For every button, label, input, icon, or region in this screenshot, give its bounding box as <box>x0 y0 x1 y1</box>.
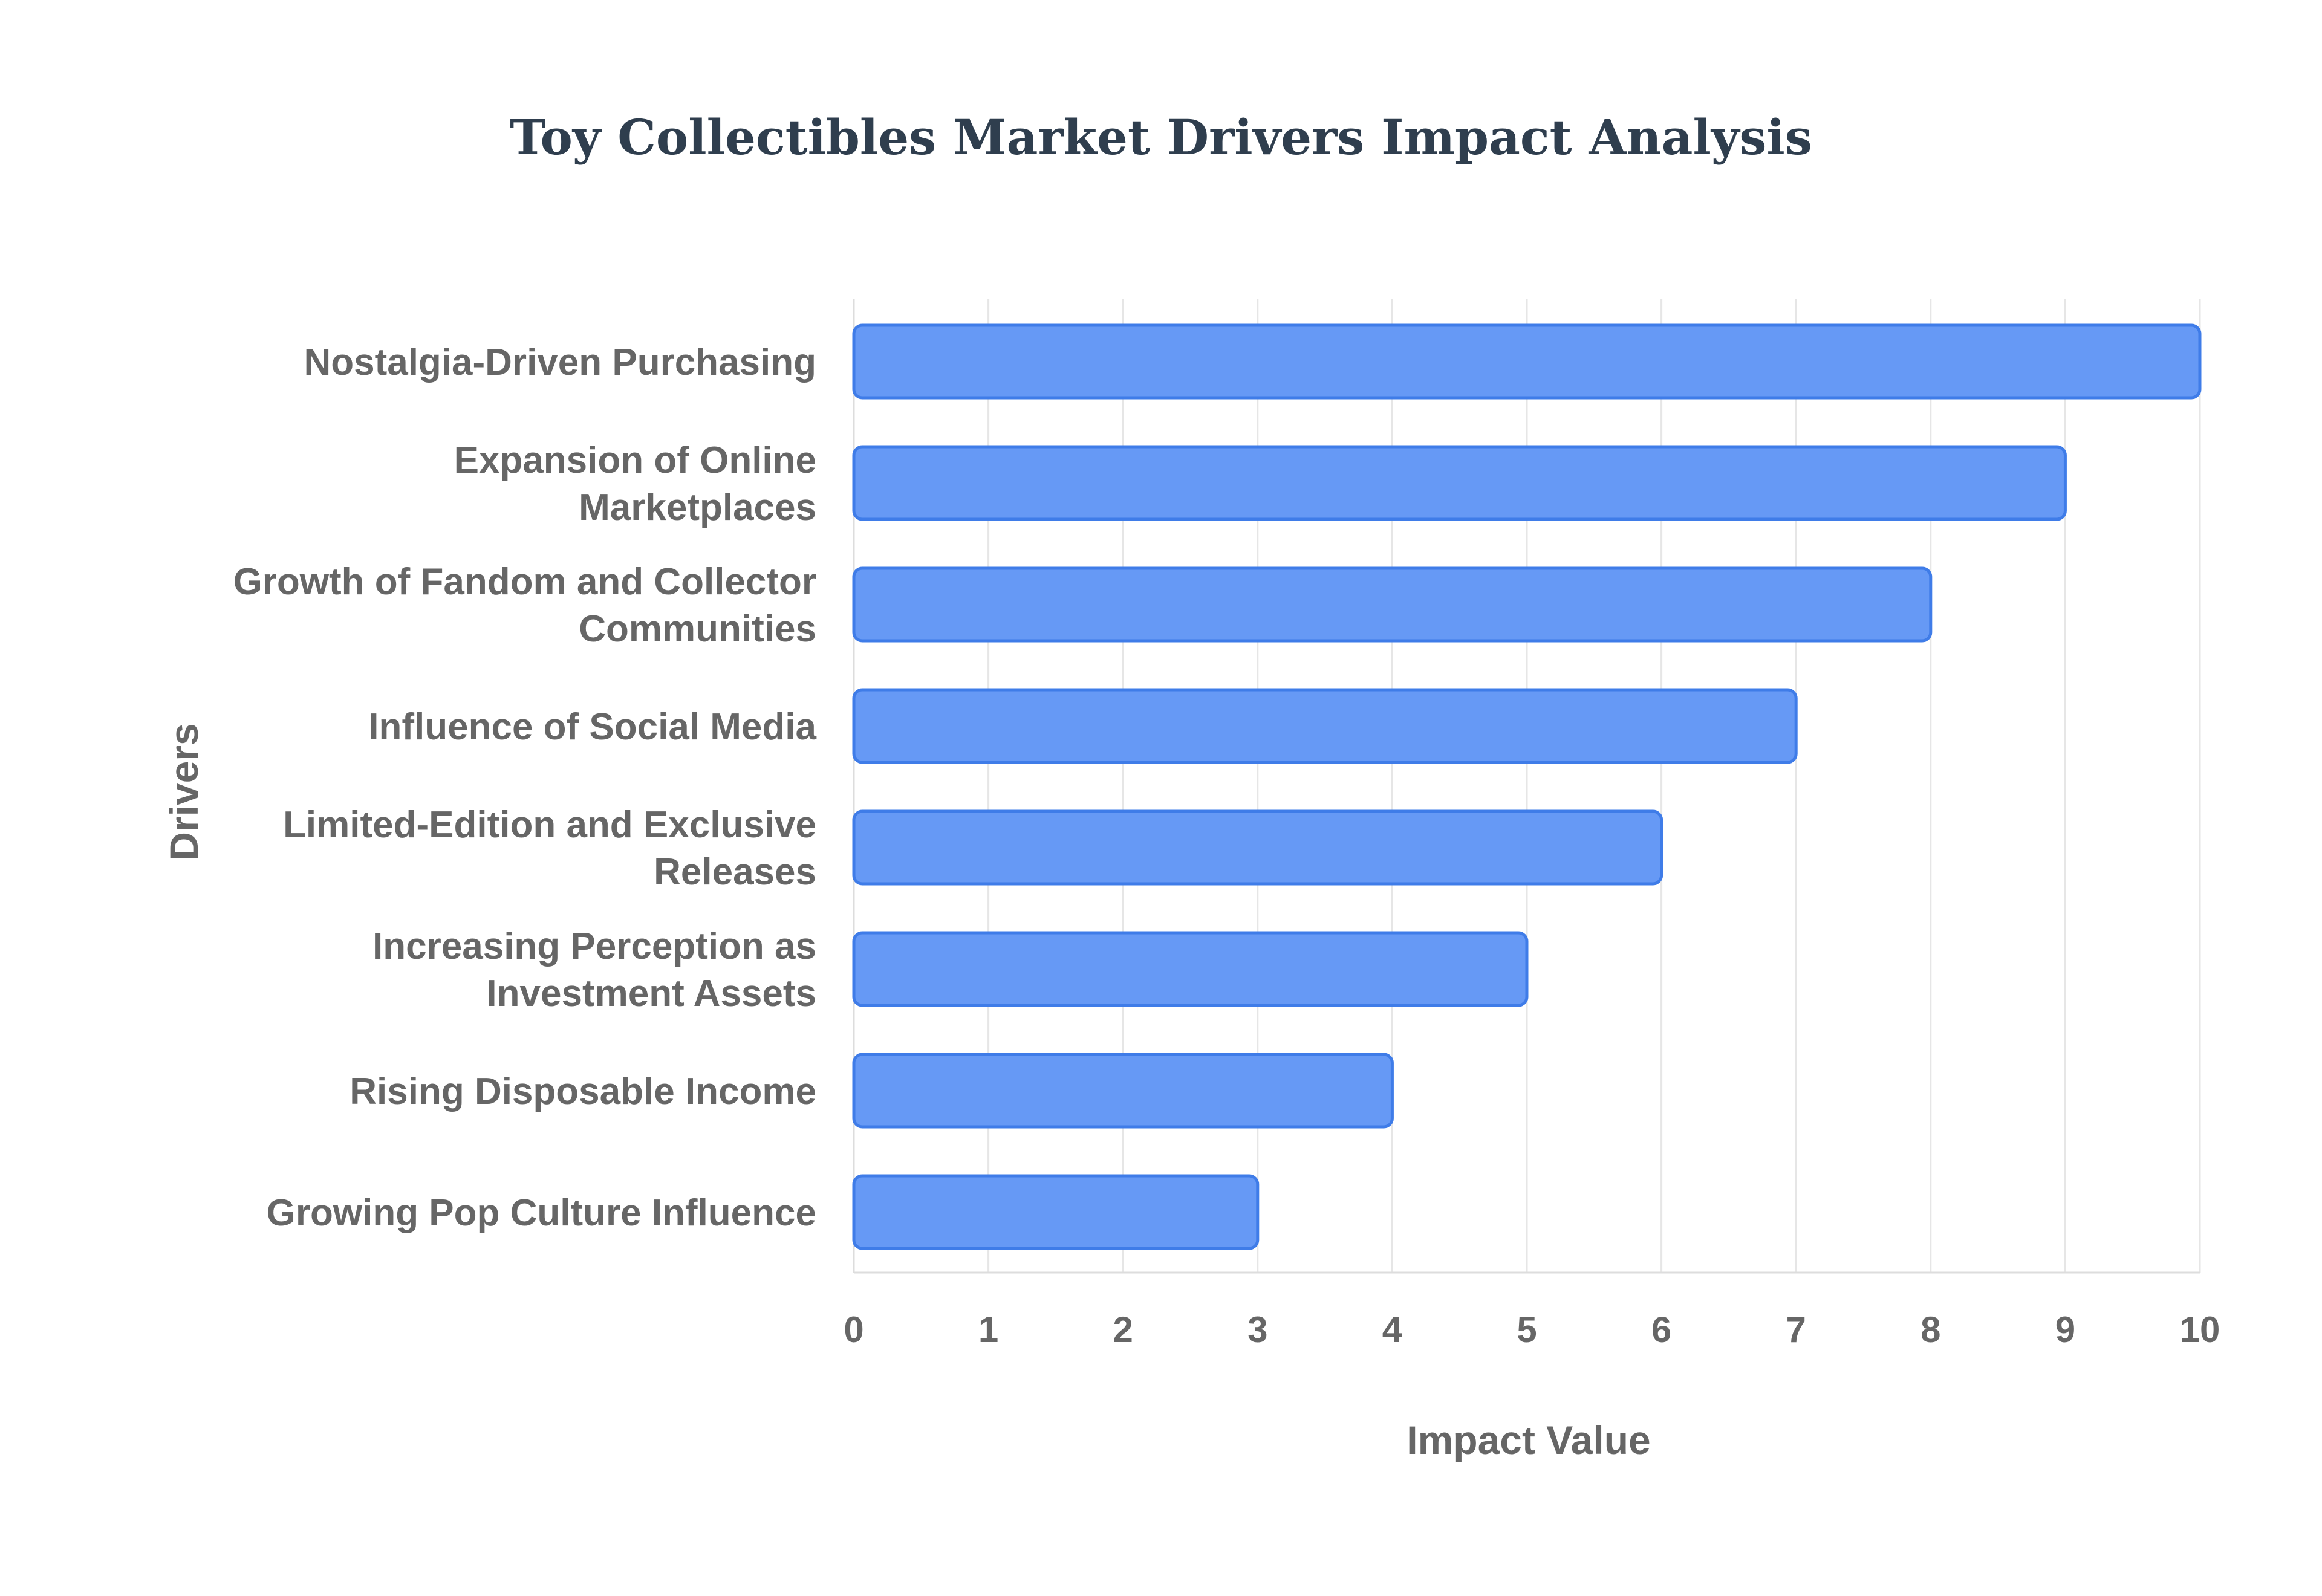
bars <box>852 323 2202 1250</box>
category-label: Growing Pop Culture Influence <box>267 1192 816 1234</box>
x-tick-label: 5 <box>1517 1309 1537 1350</box>
category-label: Growth of Fandom and Collector Communitie… <box>233 561 816 650</box>
x-tick-label: 9 <box>2055 1309 2075 1350</box>
bar <box>852 566 1933 643</box>
category-label: Rising Disposable Income <box>350 1071 816 1112</box>
bar <box>852 1053 1394 1129</box>
x-tick-label: 4 <box>1382 1309 1403 1350</box>
chart-title: Toy Collectibles Market Drivers Impact A… <box>510 109 1812 166</box>
category-label: Increasing Perception as Investment Asset… <box>372 926 816 1014</box>
y-axis-title: Drivers <box>161 723 206 861</box>
x-tick-label: 6 <box>1651 1309 1671 1350</box>
category-label: Influence of Social Media <box>368 706 816 748</box>
category-label: Limited-Edition and Exclusive Releases <box>283 804 816 893</box>
x-axis-title: Impact Value <box>1407 1418 1651 1462</box>
x-tick-label: 10 <box>2180 1309 2220 1350</box>
category-label: Nostalgia-Driven Purchasing <box>304 342 816 383</box>
bar <box>852 809 1663 886</box>
bar <box>852 445 2067 521</box>
bar <box>852 931 1529 1007</box>
bar <box>852 1174 1260 1250</box>
x-tick-labels: 0 1 2 3 4 5 6 7 8 9 10 <box>844 1309 2220 1350</box>
x-tick-label: 7 <box>1786 1309 1806 1350</box>
x-tick-label: 8 <box>1920 1309 1940 1350</box>
x-tick-label: 1 <box>978 1309 998 1350</box>
bar <box>852 688 1798 764</box>
bar <box>852 323 2202 400</box>
x-tick-label: 2 <box>1113 1309 1133 1350</box>
x-tick-label: 0 <box>844 1309 863 1350</box>
category-labels: Nostalgia-Driven Purchasing Expansion of … <box>233 342 817 1234</box>
x-tick-label: 3 <box>1247 1309 1267 1350</box>
category-label: Expansion of Online Marketplaces <box>454 440 816 528</box>
